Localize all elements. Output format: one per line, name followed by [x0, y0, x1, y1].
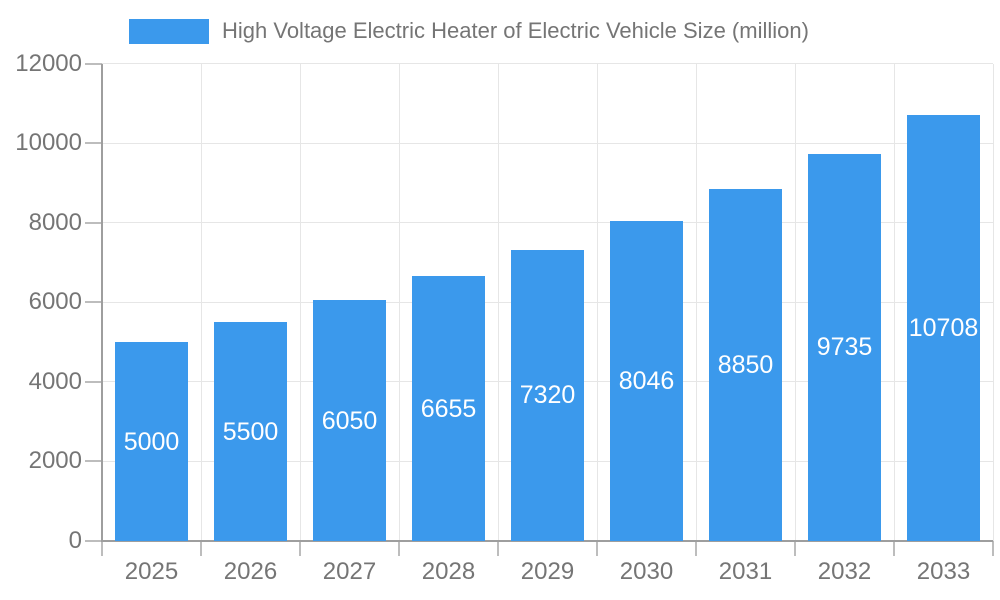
bar-value-label: 6050: [321, 406, 378, 435]
x-tick-label: 2025: [124, 558, 179, 585]
y-tick-label: 10000: [15, 129, 82, 157]
x-tick-label: 2033: [916, 558, 971, 585]
v-gridline: [695, 63, 697, 541]
bar-value-label: 5000: [123, 427, 180, 456]
x-tick: [398, 541, 400, 556]
v-gridline: [893, 63, 895, 541]
y-tick-label: 6000: [28, 288, 82, 316]
v-gridline: [992, 63, 994, 541]
x-tick-label: 2030: [619, 558, 674, 585]
bar: [511, 249, 584, 541]
bar: [214, 322, 287, 541]
v-gridline: [794, 63, 796, 541]
bar: [808, 153, 881, 541]
x-tick: [794, 541, 796, 556]
y-tick: [85, 142, 102, 145]
x-tick: [992, 541, 994, 556]
x-tick-label: 2027: [322, 558, 377, 585]
x-tick: [695, 541, 697, 556]
h-gridline: [102, 142, 993, 144]
x-tick-label: 2032: [817, 558, 872, 585]
y-tick-label: 2000: [28, 447, 82, 475]
bar-value-label: 10708: [908, 313, 979, 342]
bar-value-label: 8850: [717, 350, 774, 379]
bar-value-label: 8046: [618, 366, 675, 395]
y-tick-label: 0: [68, 527, 82, 554]
x-tick: [893, 541, 895, 556]
v-gridline: [299, 63, 301, 541]
v-gridline: [200, 63, 202, 541]
h-gridline: [102, 63, 993, 64]
y-tick: [85, 62, 102, 65]
y-tick: [85, 301, 102, 304]
bar-value-label: 6655: [420, 394, 477, 423]
y-tick: [85, 540, 102, 542]
legend-swatch-icon: [129, 19, 209, 44]
x-tick: [596, 541, 598, 556]
x-tick: [497, 541, 499, 556]
bar: [709, 188, 782, 541]
legend: High Voltage Electric Heater of Electric…: [0, 0, 1000, 56]
x-tick-label: 2029: [520, 558, 575, 585]
x-axis-line: [101, 540, 993, 542]
x-tick-label: 2031: [718, 558, 773, 585]
bar: [115, 342, 188, 541]
h-gridline: [102, 222, 993, 224]
bar: [907, 114, 980, 541]
v-gridline: [596, 63, 598, 541]
x-tick: [101, 541, 103, 556]
bar-value-label: 9735: [816, 333, 873, 362]
x-tick: [200, 541, 202, 556]
y-tick-label: 12000: [15, 49, 82, 77]
bar-value-label: 7320: [519, 381, 576, 410]
bar-value-label: 5500: [222, 417, 279, 446]
bar: [610, 220, 683, 541]
y-tick: [85, 380, 102, 383]
y-tick: [85, 460, 102, 463]
y-tick-label: 8000: [28, 208, 82, 236]
bar: [313, 300, 386, 541]
x-tick-label: 2026: [223, 558, 278, 585]
y-tick-label: 4000: [28, 367, 82, 395]
x-tick-label: 2028: [421, 558, 476, 585]
y-axis-line: [101, 63, 103, 542]
bar: [412, 276, 485, 541]
legend-label: High Voltage Electric Heater of Electric…: [222, 18, 809, 43]
x-tick: [299, 541, 301, 556]
v-gridline: [497, 63, 499, 541]
v-gridline: [398, 63, 400, 541]
y-tick: [85, 221, 102, 224]
